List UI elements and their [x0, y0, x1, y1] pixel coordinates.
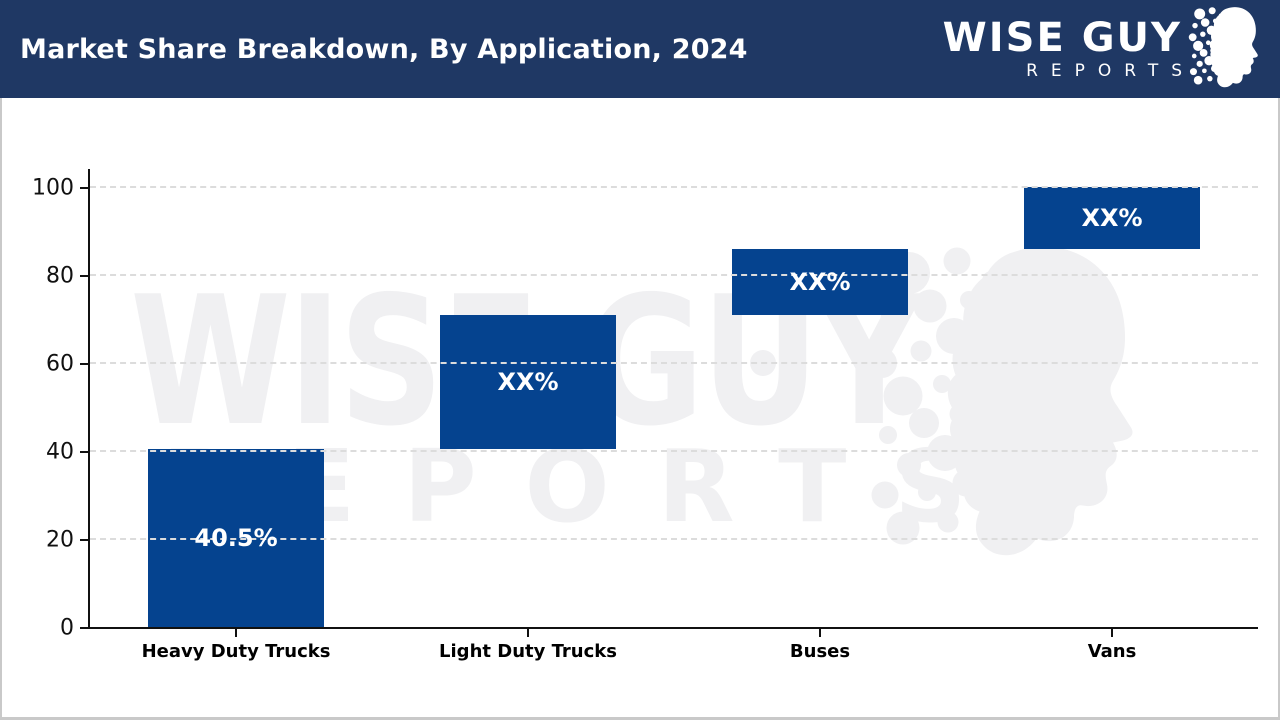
bar-light-duty-trucks [440, 314, 616, 449]
y-tick-100 [80, 187, 88, 189]
y-tick-80 [80, 275, 88, 277]
y-tick-60 [80, 363, 88, 365]
y-tick-label-100: 100 [32, 175, 74, 201]
y-tick-20 [80, 539, 88, 541]
wiseguy-logo: WISE GUY REPORTS [943, 2, 1280, 96]
header-bar: Market Share Breakdown, By Application, … [0, 0, 1280, 98]
gridline-40 [90, 450, 1258, 452]
bar-value-label-heavy-duty-trucks: 40.5% [194, 523, 278, 552]
gridline-20 [90, 538, 1258, 540]
gridline-100 [90, 186, 1258, 188]
y-axis-line [88, 169, 90, 629]
watermark-face-icon [867, 246, 1133, 556]
page-title: Market Share Breakdown, By Application, … [20, 33, 748, 65]
x-tick-label-light-duty-trucks: Light Duty Trucks [439, 641, 617, 662]
bar-vans [1024, 187, 1200, 249]
y-tick-0 [80, 627, 88, 629]
x-tick-light-duty-trucks [527, 629, 529, 637]
logo-face-icon [1188, 7, 1258, 88]
gridline-60 [90, 362, 1258, 364]
x-tick-heavy-duty-trucks [235, 629, 237, 637]
chart-area: WISE GUY REPORTS 40.5% XX% XX% XX% 0 20 40 60 80… [0, 98, 1280, 720]
bar-value-label-light-duty-trucks: XX% [497, 367, 559, 396]
x-tick-vans [1111, 629, 1113, 637]
bar-buses [732, 248, 908, 315]
x-tick-label-buses: Buses [789, 641, 851, 662]
x-axis-line [88, 627, 1258, 629]
bar-value-label-buses: XX% [789, 267, 851, 296]
y-tick-label-80: 80 [46, 263, 74, 289]
y-tick-label-40: 40 [46, 439, 74, 465]
y-tick-label-60: 60 [46, 351, 74, 377]
y-tick-label-20: 20 [46, 527, 74, 553]
x-tick-label-heavy-duty-trucks: Heavy Duty Trucks [141, 641, 331, 662]
gridline-80 [90, 274, 1258, 276]
logo-text: WISE GUY REPORTS [943, 17, 1182, 81]
bar-heavy-duty-trucks [148, 448, 324, 627]
bar-value-label-vans: XX% [1081, 203, 1143, 232]
logo-subtitle: REPORTS [1026, 61, 1195, 81]
x-tick-label-vans: Vans [1087, 641, 1137, 662]
logo-wordmark: WISE GUY [942, 15, 1182, 61]
y-tick-label-0: 0 [60, 615, 74, 641]
y-tick-40 [80, 451, 88, 453]
x-tick-buses [819, 629, 821, 637]
